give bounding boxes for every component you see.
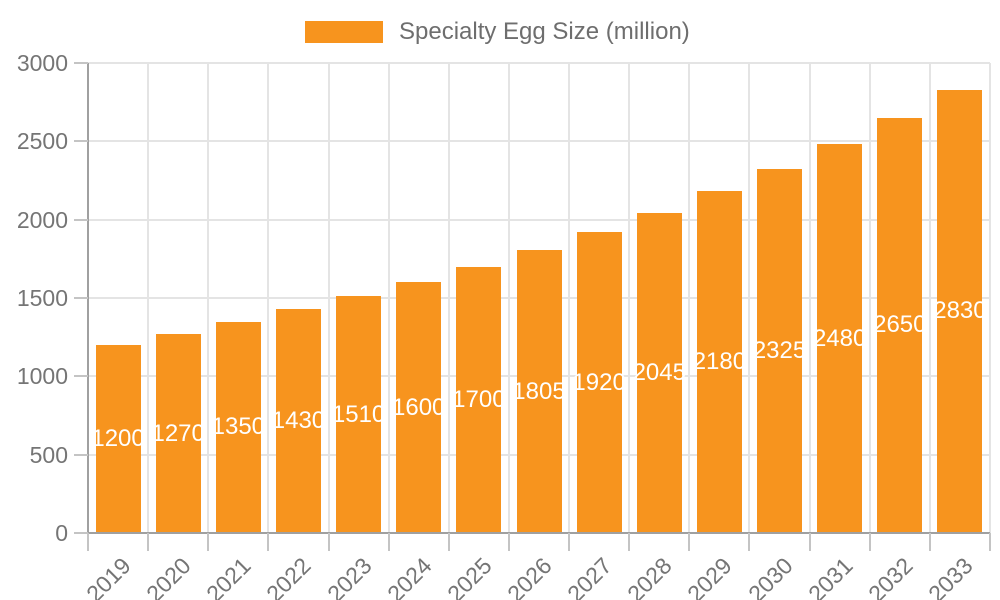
x-tick: [628, 533, 631, 551]
y-tick-label: 1000: [16, 363, 68, 390]
bar-2030[interactable]: [757, 168, 803, 533]
bar-2022[interactable]: [275, 308, 321, 533]
y-tick-label: 0: [55, 520, 68, 546]
x-tick: [447, 533, 450, 551]
legend-swatch: [305, 21, 383, 43]
x-tick: [989, 533, 991, 551]
gridline: [387, 63, 390, 533]
bar-2021[interactable]: [215, 321, 261, 533]
gridline: [447, 63, 450, 533]
x-tick: [207, 533, 210, 551]
y-tick-label: 3000: [16, 50, 68, 76]
x-tick: [748, 533, 751, 551]
x-axis-line: [74, 532, 990, 534]
x-tick-label: 2019: [81, 552, 136, 600]
gridline: [507, 63, 510, 533]
gridline: [868, 63, 871, 533]
y-tick-label: 2000: [16, 206, 68, 233]
gridline: [207, 63, 210, 533]
y-tick-label: 2500: [16, 128, 68, 155]
bar-2028[interactable]: [636, 212, 682, 533]
gridline: [267, 63, 270, 533]
legend-label: Specialty Egg Size (million): [399, 18, 690, 45]
bar-2031[interactable]: [817, 144, 863, 533]
bar-2027[interactable]: [576, 232, 622, 533]
y-tick-label: 1500: [16, 285, 68, 311]
bar-2020[interactable]: [155, 334, 201, 533]
bar-2029[interactable]: [696, 191, 742, 533]
gridline: [88, 140, 990, 143]
x-tick: [868, 533, 871, 551]
x-tick: [387, 533, 390, 551]
bar-2024[interactable]: [396, 282, 442, 533]
gridline: [808, 63, 811, 533]
y-tick: [74, 375, 88, 378]
gridline: [989, 63, 991, 533]
bar-2026[interactable]: [516, 250, 562, 533]
legend[interactable]: Specialty Egg Size (million): [305, 19, 690, 45]
y-tick: [74, 453, 88, 456]
x-tick: [147, 533, 150, 551]
y-tick-label: 500: [29, 441, 68, 468]
x-tick: [507, 533, 510, 551]
y-tick: [74, 297, 88, 299]
bar-2033[interactable]: [937, 89, 983, 533]
gridline: [628, 63, 631, 533]
bar-2023[interactable]: [336, 296, 382, 533]
gridline: [88, 62, 990, 64]
y-tick: [74, 218, 88, 221]
gridline: [568, 63, 571, 533]
gridline: [748, 63, 751, 533]
x-tick: [928, 533, 931, 551]
y-axis-line: [87, 63, 89, 533]
gridline: [928, 63, 931, 533]
gridline: [688, 63, 691, 533]
bar-2025[interactable]: [456, 266, 502, 533]
y-tick: [74, 62, 88, 64]
gridline: [327, 63, 330, 533]
y-tick: [74, 140, 88, 143]
gridline: [147, 63, 150, 533]
x-tick: [688, 533, 691, 551]
x-tick: [808, 533, 811, 551]
x-tick: [327, 533, 330, 551]
x-tick: [568, 533, 571, 551]
gridline: [88, 218, 990, 221]
bar-2019[interactable]: [95, 345, 141, 533]
x-tick: [267, 533, 270, 551]
x-tick: [87, 533, 89, 551]
y-tick: [74, 532, 88, 534]
bar-2032[interactable]: [877, 117, 923, 533]
